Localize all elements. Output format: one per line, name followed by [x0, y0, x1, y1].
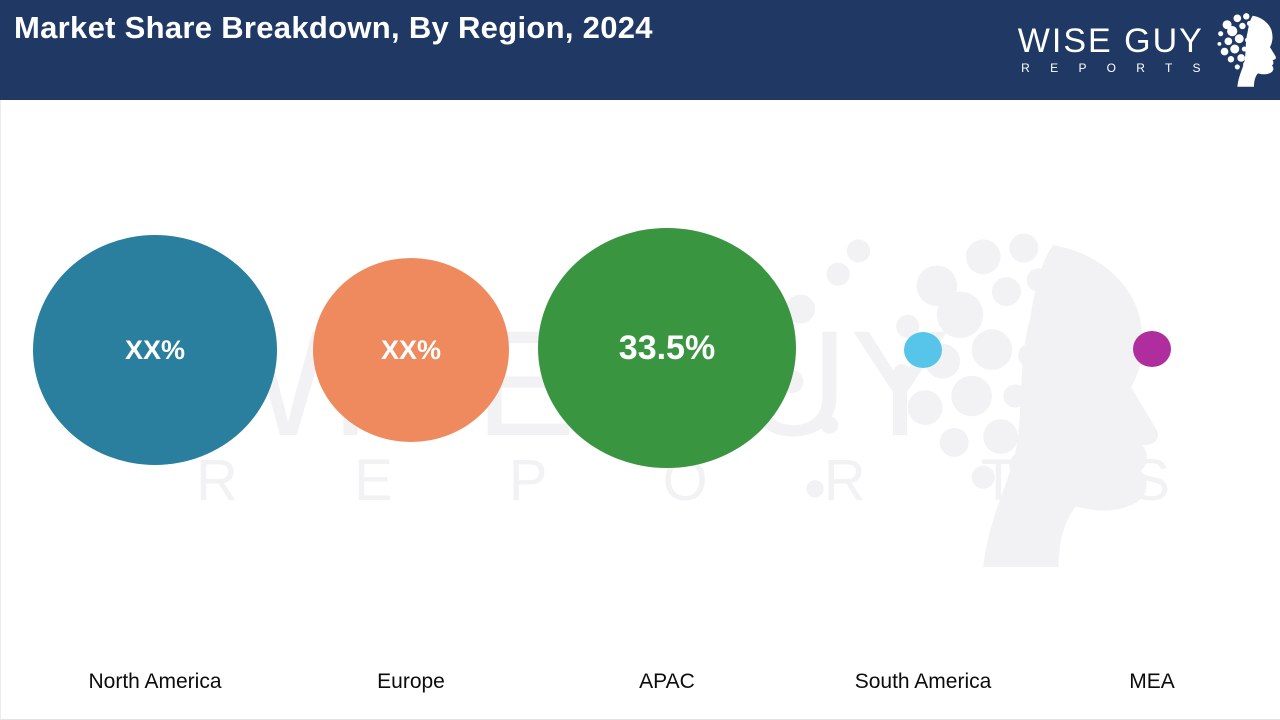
bubble-value-north-america: XX%: [124, 334, 186, 365]
bubble-value-europe: XX%: [380, 334, 442, 365]
bubble-chart: WISE GUY R E P O R T S XX%XX%33.5% North…: [0, 100, 1280, 720]
bubble-europe: XX%: [313, 258, 509, 442]
bubble-north-america: XX%: [33, 235, 277, 465]
watermark-head-silhouette: [780, 233, 1158, 568]
category-label-apac: APAC: [639, 670, 695, 693]
logo-wordmark: WISE GUY R E P O R T S: [1013, 21, 1209, 76]
category-label-north-america: North America: [88, 670, 222, 693]
bubble-apac: 33.5%: [538, 228, 796, 468]
logo-wordmark-line2: R E P O R T S: [1021, 61, 1209, 76]
wise-guy-head-icon: [1217, 13, 1276, 87]
brand-logo: WISE GUY R E P O R T S: [1013, 7, 1277, 91]
logo-wordmark-line1: WISE GUY: [1017, 21, 1204, 60]
bubble-south-america: [904, 332, 942, 368]
header-bar: Market Share Breakdown, By Region, 2024 …: [0, 0, 1280, 100]
category-label-mea: MEA: [1129, 670, 1175, 693]
category-label-europe: Europe: [377, 670, 445, 693]
bubble-mea: [1133, 331, 1171, 367]
page-title: Market Share Breakdown, By Region, 2024: [14, 10, 653, 45]
bubble-value-apac: 33.5%: [618, 328, 716, 367]
category-label-south-america: South America: [854, 670, 992, 693]
